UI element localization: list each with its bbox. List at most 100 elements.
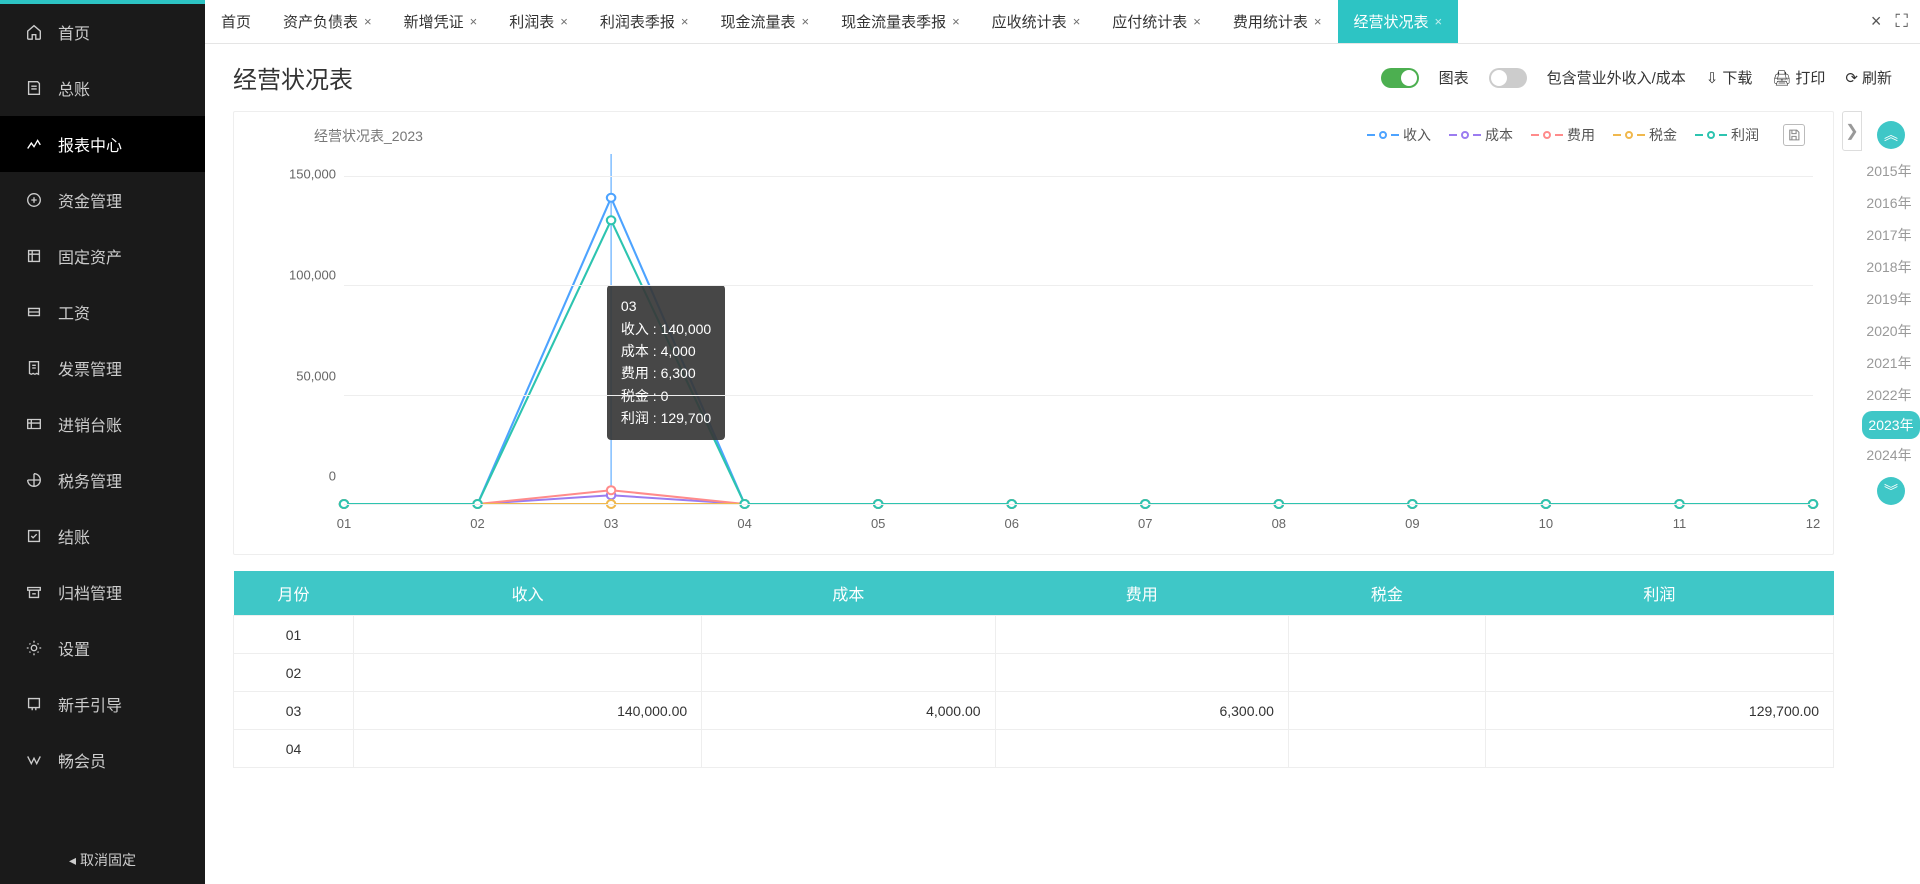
year-item[interactable]: 2018年 — [1862, 251, 1919, 283]
tab-close-icon[interactable]: × — [364, 14, 372, 29]
tab-close-icon[interactable]: × — [952, 14, 960, 29]
sidebar-item-9[interactable]: 结账 — [0, 508, 205, 564]
chart-toggle[interactable] — [1381, 68, 1419, 88]
table-cell: 129,700.00 — [1485, 692, 1833, 730]
tab-0[interactable]: 首页 — [205, 0, 267, 43]
legend-item[interactable]: 成本 — [1449, 125, 1513, 145]
data-table: 月份收入成本费用税金利润 010203140,000.004,000.006,3… — [233, 571, 1834, 768]
sidebar-item-2[interactable]: 报表中心 — [0, 116, 205, 172]
table-header: 费用 — [995, 571, 1288, 616]
print-button[interactable]: 🖨打印 — [1772, 67, 1825, 88]
year-item[interactable]: 2021年 — [1862, 347, 1919, 379]
sidebar-item-5[interactable]: 工资 — [0, 284, 205, 340]
sidebar-item-6[interactable]: 发票管理 — [0, 340, 205, 396]
y-tick: 0 — [329, 469, 336, 484]
sidebar-item-label: 报表中心 — [58, 132, 122, 156]
year-item[interactable]: 2019年 — [1862, 283, 1919, 315]
sidebar-item-13[interactable]: 畅会员 — [0, 732, 205, 788]
tab-6[interactable]: 现金流量表季报× — [825, 0, 976, 43]
tab-close-icon[interactable]: × — [560, 14, 568, 29]
save-chart-icon[interactable] — [1783, 124, 1805, 146]
legend-item[interactable]: 费用 — [1531, 125, 1595, 145]
tab-9[interactable]: 费用统计表× — [1217, 0, 1338, 43]
sidebar-item-label: 畅会员 — [58, 748, 106, 772]
tab-4[interactable]: 利润表季报× — [584, 0, 705, 43]
table-header: 月份 — [234, 571, 354, 616]
year-item[interactable]: 2023年 — [1862, 411, 1919, 439]
collapse-year-panel-icon[interactable]: ❯ — [1842, 111, 1862, 151]
tab-label: 新增凭证 — [404, 11, 464, 32]
tabs-bar: 首页资产负债表×新增凭证×利润表×利润表季报×现金流量表×现金流量表季报×应收统… — [205, 0, 1920, 44]
tab-close-icon[interactable]: × — [1193, 14, 1201, 29]
sidebar-item-10[interactable]: 归档管理 — [0, 564, 205, 620]
table-cell: 02 — [234, 654, 354, 692]
content: ❯ 经营状况表_2023 收入成本费用税金利润 050,000100,00015… — [205, 111, 1920, 884]
tab-label: 首页 — [221, 11, 251, 32]
sidebar-item-8[interactable]: 税务管理 — [0, 452, 205, 508]
table-header: 税金 — [1288, 571, 1485, 616]
tab-close-icon[interactable]: × — [801, 14, 809, 29]
tab-10[interactable]: 经营状况表× — [1338, 0, 1459, 43]
download-button[interactable]: ⇩下载 — [1706, 67, 1753, 88]
sidebar-item-label: 总账 — [58, 76, 90, 100]
tab-close-icon[interactable]: × — [1073, 14, 1081, 29]
sidebar-item-1[interactable]: 总账 — [0, 60, 205, 116]
sidebar-unpin-button[interactable]: ◂ 取消固定 — [0, 836, 205, 884]
year-item[interactable]: 2020年 — [1862, 315, 1919, 347]
sidebar-item-12[interactable]: 新手引导 — [0, 676, 205, 732]
table-row: 01 — [234, 616, 1834, 654]
table-cell — [1288, 730, 1485, 768]
sidebar-item-label: 设置 — [58, 636, 90, 660]
tab-5[interactable]: 现金流量表× — [704, 0, 825, 43]
legend-item[interactable]: 税金 — [1613, 125, 1677, 145]
table-row: 02 — [234, 654, 1834, 692]
table-cell — [1485, 616, 1833, 654]
sidebar-item-7[interactable]: 进销台账 — [0, 396, 205, 452]
refresh-button[interactable]: ⟳刷新 — [1845, 67, 1892, 88]
tab-7[interactable]: 应收统计表× — [976, 0, 1097, 43]
tab-3[interactable]: 利润表× — [493, 0, 584, 43]
refresh-icon: ⟳ — [1845, 69, 1858, 87]
gear-icon — [24, 638, 44, 658]
year-up-button[interactable]: ︽ — [1877, 121, 1905, 149]
table-cell: 01 — [234, 616, 354, 654]
close-all-tabs-icon[interactable]: × — [1871, 11, 1882, 32]
x-tick: 06 — [1004, 516, 1018, 531]
sidebar-item-0[interactable]: 首页 — [0, 4, 205, 60]
year-item[interactable]: 2016年 — [1862, 187, 1919, 219]
table-row: 03140,000.004,000.006,300.00129,700.00 — [234, 692, 1834, 730]
tab-close-icon[interactable]: × — [681, 14, 689, 29]
y-tick: 50,000 — [296, 368, 336, 383]
table-cell: 4,000.00 — [702, 692, 995, 730]
download-icon: ⇩ — [1706, 69, 1719, 87]
include-extra-toggle[interactable] — [1489, 68, 1527, 88]
sidebar-item-11[interactable]: 设置 — [0, 620, 205, 676]
legend-item[interactable]: 利润 — [1695, 125, 1759, 145]
tab-close-icon[interactable]: × — [470, 14, 478, 29]
fullscreen-icon[interactable]: ⛶ — [1895, 11, 1908, 32]
legend-item[interactable]: 收入 — [1367, 125, 1431, 145]
chart-toggle-label: 图表 — [1439, 67, 1469, 88]
year-item[interactable]: 2024年 — [1862, 439, 1919, 471]
sidebar-item-3[interactable]: 资金管理 — [0, 172, 205, 228]
tab-label: 资产负债表 — [283, 11, 358, 32]
year-down-button[interactable]: ︾ — [1877, 477, 1905, 505]
tab-2[interactable]: 新增凭证 × — [388, 0, 494, 43]
sidebar-item-label: 资金管理 — [58, 188, 122, 212]
tab-close-icon[interactable]: × — [1314, 14, 1322, 29]
table-cell — [1288, 616, 1485, 654]
sidebar-item-label: 首页 — [58, 20, 90, 44]
sidebar-item-label: 税务管理 — [58, 468, 122, 492]
year-item[interactable]: 2017年 — [1862, 219, 1919, 251]
year-item[interactable]: 2022年 — [1862, 379, 1919, 411]
sidebar-item-4[interactable]: 固定资产 — [0, 228, 205, 284]
tab-1[interactable]: 资产负债表 × — [267, 0, 388, 43]
tab-close-icon[interactable]: × — [1435, 14, 1443, 29]
year-item[interactable]: 2015年 — [1862, 155, 1919, 187]
tab-label: 应付统计表 — [1112, 11, 1187, 32]
tab-8[interactable]: 应付统计表 × — [1096, 0, 1217, 43]
table-cell — [354, 730, 702, 768]
chart-container: 经营状况表_2023 收入成本费用税金利润 050,000100,000150,… — [233, 111, 1834, 555]
x-tick: 03 — [604, 516, 618, 531]
table-cell — [995, 616, 1288, 654]
